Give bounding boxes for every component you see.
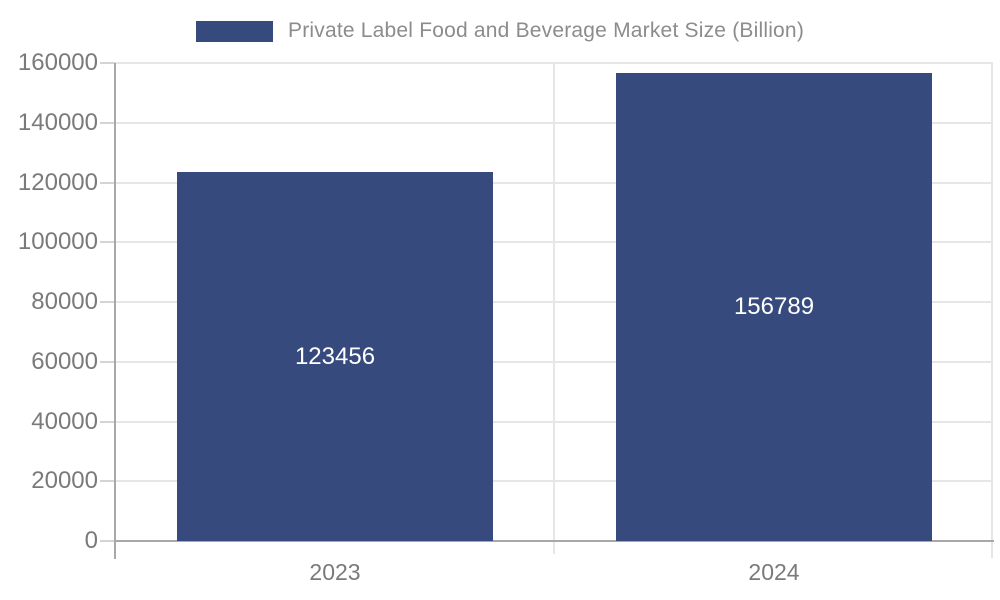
y-axis-tick — [100, 480, 115, 482]
y-tick-label: 40000 — [31, 408, 98, 435]
gridline-vertical — [553, 63, 555, 554]
y-axis-tick — [100, 301, 115, 303]
y-axis-tick — [100, 421, 115, 423]
x-tick-label: 2024 — [748, 559, 800, 585]
y-tick-label: 0 — [84, 527, 98, 554]
y-tick-label: 120000 — [17, 169, 98, 196]
y-axis-spine — [114, 63, 116, 559]
chart-legend: Private Label Food and Beverage Market S… — [0, 11, 1000, 51]
y-axis-tick — [100, 540, 115, 542]
chart-title: Private Label Food and Beverage Market S… — [287, 19, 805, 42]
y-tick-label: 20000 — [31, 467, 98, 494]
x-axis-baseline — [114, 540, 994, 542]
y-tick-label: 80000 — [31, 288, 98, 315]
legend-swatch-icon — [195, 20, 273, 42]
bar — [616, 73, 932, 541]
y-axis-tick — [100, 361, 115, 363]
y-axis-tick — [100, 241, 115, 243]
y-tick-label: 160000 — [17, 49, 98, 76]
bar-value-label: 156789 — [733, 293, 815, 320]
bar — [177, 172, 493, 541]
y-axis-tick — [100, 122, 115, 124]
bar-value-label: 123456 — [294, 343, 376, 370]
y-tick-label: 100000 — [17, 228, 98, 255]
y-axis-tick — [100, 182, 115, 184]
y-tick-label: 60000 — [31, 348, 98, 375]
y-tick-label: 140000 — [17, 109, 98, 136]
plot-right-border — [991, 63, 993, 558]
y-axis-tick — [100, 62, 115, 64]
x-tick-label: 2023 — [309, 559, 361, 585]
